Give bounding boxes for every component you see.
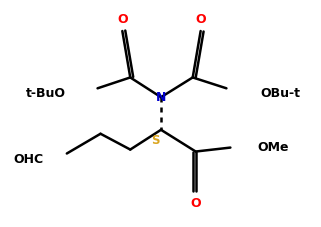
Text: O: O bbox=[117, 13, 128, 26]
Text: OHC: OHC bbox=[13, 153, 43, 166]
Text: O: O bbox=[190, 197, 201, 210]
Text: O: O bbox=[195, 13, 206, 26]
Text: S: S bbox=[151, 134, 159, 147]
Text: OBu-t: OBu-t bbox=[260, 87, 300, 100]
Text: N: N bbox=[156, 91, 166, 104]
Text: t-BuO: t-BuO bbox=[26, 87, 66, 100]
Text: OMe: OMe bbox=[257, 141, 289, 154]
